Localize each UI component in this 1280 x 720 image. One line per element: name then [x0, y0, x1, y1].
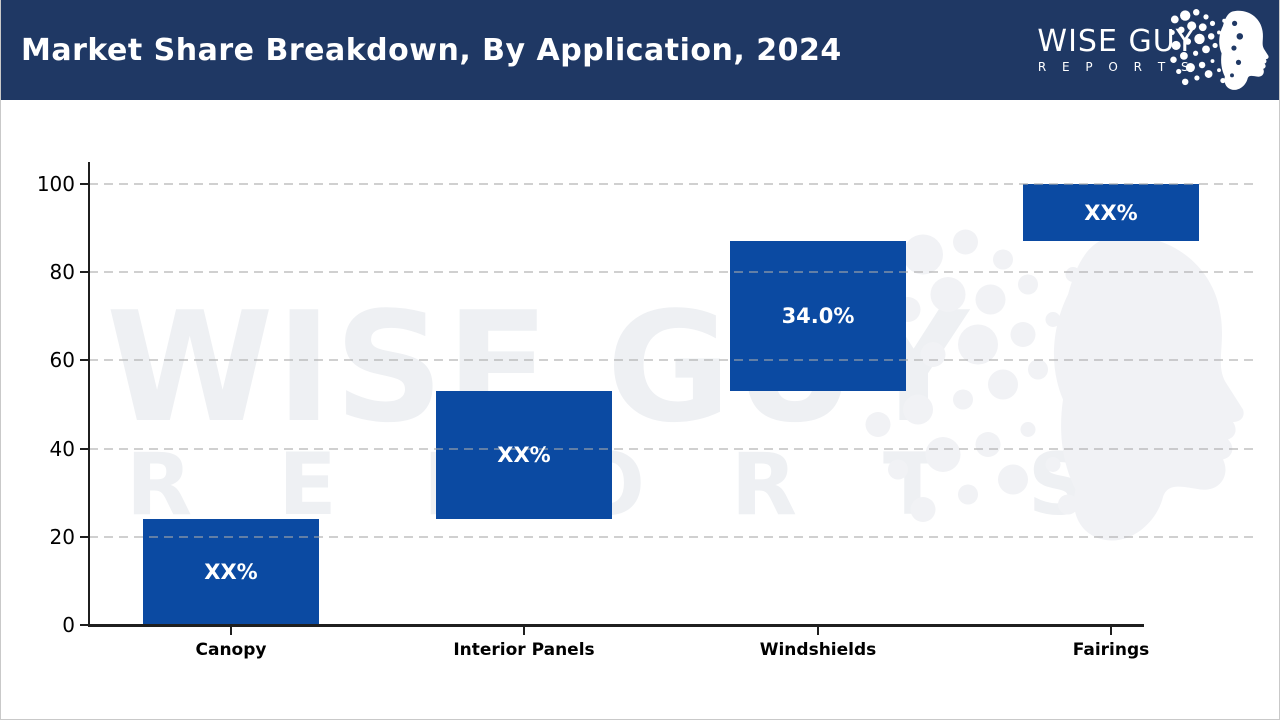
logo-tagline: R E P O R T S — [1037, 60, 1195, 74]
x-category-label-fairings: Fairings — [1072, 640, 1150, 660]
y-tick-20 — [80, 535, 89, 538]
y-tick-40 — [80, 447, 89, 450]
gridline-60 — [89, 359, 1257, 362]
y-tick-label-0: 0 — [62, 613, 75, 637]
x-category-label-interior-panels: Interior Panels — [453, 640, 595, 660]
bar-label-fairings: XX% — [1084, 200, 1138, 225]
gridline-80 — [89, 271, 1257, 274]
y-tick-0 — [80, 624, 89, 626]
y-tick-label-80: 80 — [49, 260, 75, 285]
x-category-label-canopy: Canopy — [195, 640, 267, 660]
bar-windshields — [730, 241, 906, 392]
wiseguy-head-icon — [1169, 9, 1269, 90]
bar-label-canopy: XX% — [204, 560, 258, 585]
wiseguy-logo: WISE GUY R E P O R T S — [1037, 0, 1271, 100]
y-tick-label-100: 100 — [36, 172, 75, 196]
y-tick-60 — [80, 359, 89, 362]
x-tick-fairings — [1110, 627, 1112, 635]
y-tick-80 — [80, 271, 89, 274]
wiseguy-logo-text: WISE GUY R E P O R T S — [1037, 24, 1195, 74]
y-tick-100 — [80, 183, 89, 185]
y-tick-label-20: 20 — [49, 524, 75, 549]
bar-fairings — [1023, 184, 1199, 242]
gridline-40 — [89, 447, 1257, 450]
gridline-100 — [89, 183, 1257, 185]
bar-label-windshields: 34.0% — [781, 304, 855, 329]
x-axis-line — [88, 624, 1144, 627]
logo-wordmark: WISE GUY — [1037, 24, 1195, 59]
gridline-20 — [89, 535, 1257, 538]
y-tick-label-40: 40 — [49, 436, 75, 461]
x-tick-interior-panels — [523, 627, 525, 635]
bar-interior-panels — [436, 391, 612, 520]
bar-label-interior-panels: XX% — [497, 443, 551, 468]
x-tick-windshields — [817, 627, 819, 635]
y-tick-label-60: 60 — [49, 348, 75, 373]
header-bar: Market Share Breakdown, By Application, … — [1, 0, 1279, 100]
page-title: Market Share Breakdown, By Application, … — [21, 32, 842, 68]
x-category-label-windshields: Windshields — [759, 640, 877, 660]
y-axis-line — [88, 162, 90, 627]
x-tick-canopy — [230, 627, 232, 635]
